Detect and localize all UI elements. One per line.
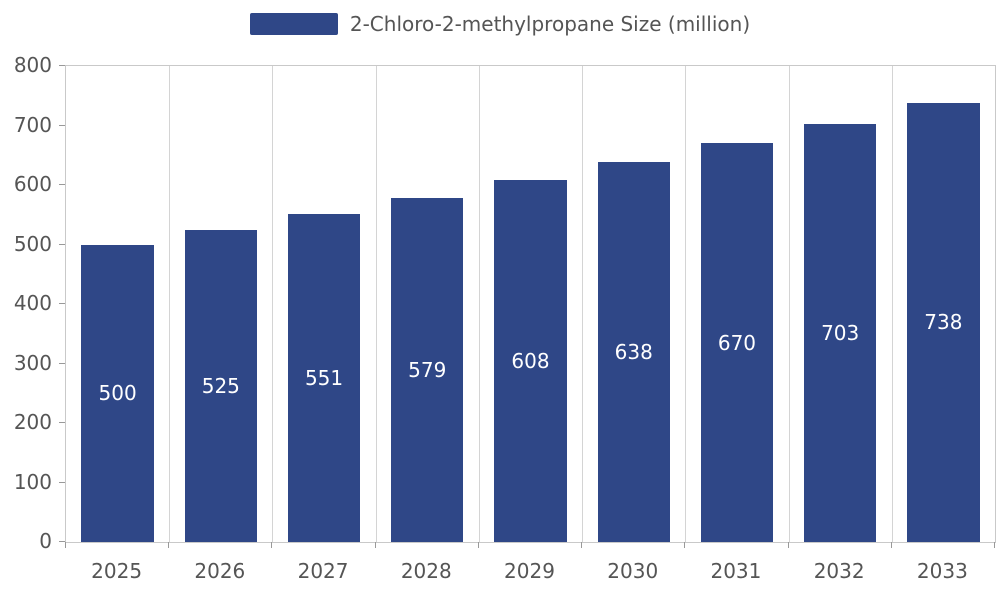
bar-2032[interactable]: 703 [804,123,877,542]
bar-value-label: 608 [511,349,550,374]
y-axis-tick-label: 200 [13,410,52,434]
y-axis-tick-mark [59,243,65,245]
x-axis-category-label: 2029 [504,559,555,583]
x-axis-tick-mark [787,542,789,548]
y-axis-tick-label: 400 [13,291,52,315]
bar-chart-plot-area: 500 525 551 579 608 638 670 703 738 [65,65,996,543]
vertical-gridline [478,66,480,542]
x-axis-tick-mark [581,542,583,548]
x-axis-tick-mark [890,542,892,548]
y-axis-tick-mark [59,65,65,66]
bar-2033[interactable]: 738 [907,102,980,542]
y-axis-tick-mark [59,541,65,542]
x-axis-category-label: 2026 [194,559,246,583]
vertical-gridline [375,66,377,542]
bar-value-label: 500 [98,381,137,406]
x-axis-tick-mark [271,542,273,548]
y-axis-tick-label: 500 [13,231,52,256]
x-axis-tick-mark [65,542,66,548]
bar-2029[interactable]: 608 [494,180,567,542]
x-axis-category-label: 2025 [91,559,143,583]
y-axis-tick-label: 300 [13,350,52,375]
vertical-gridline [272,66,274,542]
legend-item[interactable]: 2-Chloro-2-methylpropane Size (million) [0,12,1000,36]
x-axis-tick-mark [168,542,170,548]
x-axis-category-label: 2027 [297,559,349,583]
bar-value-label: 638 [614,340,653,365]
bar-2028[interactable]: 579 [391,197,464,542]
bar-value-label: 525 [201,373,240,398]
x-axis-category-label: 2033 [916,559,968,583]
y-axis-tick-label: 700 [13,112,52,137]
y-axis-tick-label: 0 [39,529,52,553]
x-axis-category-label: 2030 [607,559,659,583]
y-axis-tick-mark [59,422,65,423]
bar-value-label: 703 [821,320,860,345]
vertical-gridline [891,66,893,542]
bar-value-label: 551 [304,366,344,391]
y-axis-tick-mark [59,124,65,126]
x-axis-tick-mark [374,542,376,548]
bar-value-label: 738 [924,310,963,335]
bar-2025[interactable]: 500 [81,244,154,542]
y-axis-tick-mark [59,481,65,483]
y-axis-tick-label: 800 [13,53,52,77]
x-axis-tick-mark [477,542,479,548]
vertical-gridline [685,66,687,542]
bar-2031[interactable]: 670 [700,143,774,542]
y-axis-tick-label: 100 [13,469,52,494]
x-axis-tick-mark [994,542,995,548]
bar-2027[interactable]: 551 [287,214,361,542]
legend-label: 2-Chloro-2-methylpropane Size (million) [349,12,751,36]
bar-value-label: 670 [717,330,757,355]
x-axis-tick-mark [684,542,686,548]
y-axis-tick-mark [59,184,65,185]
x-axis-category-label: 2028 [400,559,452,583]
x-axis-category-label: 2032 [813,559,865,583]
y-axis-tick-mark [59,303,65,304]
bar-value-label: 579 [408,357,447,382]
vertical-gridline [582,66,584,542]
x-axis-category-label: 2031 [710,559,762,583]
vertical-gridline [788,66,790,542]
bar-2030[interactable]: 638 [597,162,670,542]
legend-swatch [249,13,338,35]
y-axis-tick-label: 600 [13,172,52,196]
bar-2026[interactable]: 525 [184,229,257,542]
y-axis-tick-mark [59,362,65,364]
vertical-gridline [169,66,171,542]
